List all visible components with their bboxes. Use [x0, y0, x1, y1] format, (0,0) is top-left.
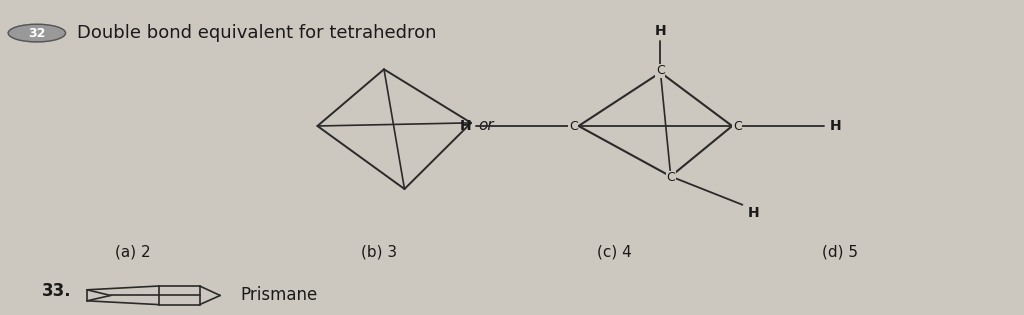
Text: (d) 5: (d) 5 — [821, 244, 858, 260]
Text: 33.: 33. — [42, 282, 71, 301]
Text: 32: 32 — [29, 26, 45, 40]
Text: C: C — [667, 171, 675, 185]
Text: (b) 3: (b) 3 — [360, 244, 397, 260]
Text: (c) 4: (c) 4 — [597, 244, 632, 260]
Text: or: or — [478, 118, 495, 134]
Text: H: H — [748, 206, 759, 220]
Text: C: C — [569, 119, 578, 133]
Text: Double bond equivalent for tetrahedron: Double bond equivalent for tetrahedron — [77, 24, 436, 42]
Circle shape — [8, 24, 66, 42]
Text: C: C — [733, 119, 741, 133]
Text: H: H — [460, 119, 471, 133]
Text: Prismane: Prismane — [241, 285, 317, 304]
Text: H: H — [829, 119, 841, 133]
Text: (a) 2: (a) 2 — [116, 244, 151, 260]
Text: H: H — [654, 24, 667, 38]
Text: C: C — [656, 64, 665, 77]
